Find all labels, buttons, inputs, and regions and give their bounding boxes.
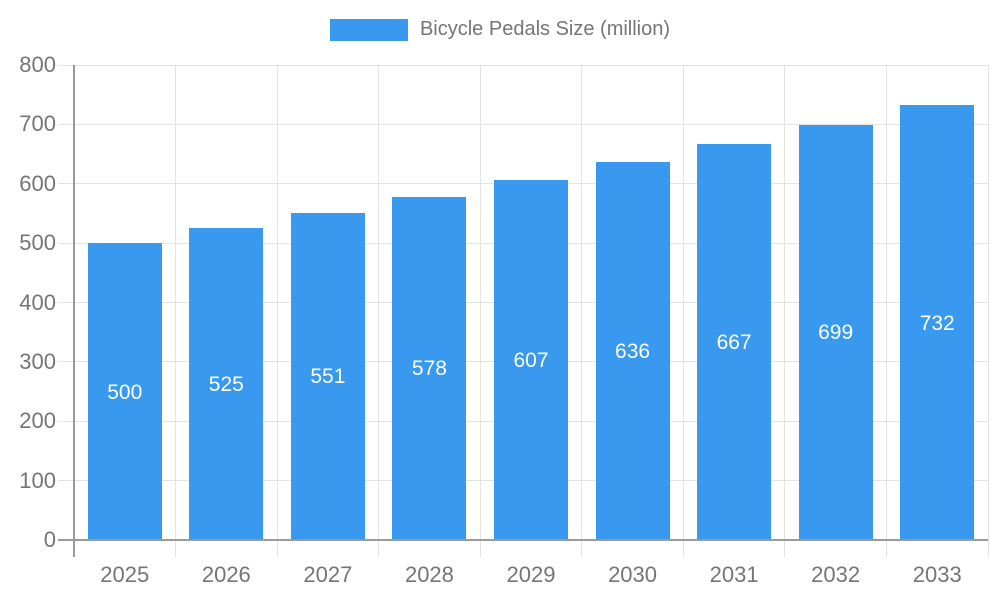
x-tick-label: 2025 (100, 562, 150, 587)
legend-swatch (329, 18, 408, 41)
x-tick-label: 2033 (912, 562, 962, 587)
y-tick-label: 700 (19, 111, 56, 137)
x-gridline (378, 65, 380, 540)
y-tick-mark (58, 420, 74, 422)
x-tick-label: 2032 (811, 562, 861, 587)
bar-value-label: 500 (107, 380, 143, 404)
x-tick-mark (682, 540, 684, 557)
x-gridline (784, 65, 786, 540)
bar-2033[interactable] (900, 105, 975, 540)
bar-2027[interactable] (290, 212, 365, 540)
y-axis-line (73, 65, 75, 557)
bar-value-label: 699 (818, 321, 854, 345)
bar-2029[interactable] (494, 179, 568, 540)
x-gridline (885, 65, 887, 540)
y-tick-mark (58, 361, 74, 363)
x-tick-mark (175, 540, 177, 557)
y-tick-mark (58, 480, 74, 482)
y-tick-label: 200 (19, 408, 56, 434)
x-tick-mark (378, 540, 380, 557)
legend-label: Bicycle Pedals Size (million) (419, 18, 671, 40)
y-tick-label: 500 (19, 230, 56, 256)
x-gridline (581, 65, 583, 540)
x-tick-mark (987, 540, 989, 557)
x-tick-label: 2028 (404, 562, 454, 587)
y-tick-mark (58, 183, 74, 185)
y-tick-label: 800 (19, 52, 56, 77)
y-tick-label: 100 (19, 467, 56, 493)
x-tick-mark (581, 540, 583, 557)
bar-2030[interactable] (595, 162, 670, 540)
x-tick-mark (479, 540, 481, 557)
x-gridline (175, 65, 177, 540)
x-tick-mark (784, 540, 786, 557)
y-tick-mark (58, 64, 74, 66)
y-gridline (74, 64, 988, 66)
y-tick-label: 400 (19, 289, 56, 315)
bar-value-label: 525 (208, 373, 244, 397)
bar-value-label: 636 (615, 340, 651, 364)
y-tick-mark (58, 302, 74, 303)
y-tick-mark (58, 123, 74, 125)
y-gridline (74, 123, 988, 125)
y-tick-label: 600 (19, 170, 56, 196)
bar-2025[interactable] (87, 243, 162, 540)
x-tick-label: 2031 (709, 562, 759, 587)
x-tick-label: 2030 (608, 562, 658, 587)
x-gridline (682, 65, 684, 540)
x-tick-mark (276, 540, 278, 557)
bar-value-label: 607 (513, 348, 549, 372)
chart-legend[interactable]: Bicycle Pedals Size (million) (0, 18, 1000, 41)
x-gridline (987, 65, 989, 540)
bar-2026[interactable] (189, 228, 264, 540)
bar-2028[interactable] (392, 196, 467, 540)
x-tick-label: 2029 (506, 562, 556, 587)
bar-value-label: 667 (716, 330, 752, 354)
y-tick-mark (58, 242, 74, 244)
bar-value-label: 732 (919, 311, 955, 335)
x-axis-line (58, 539, 988, 541)
x-tick-mark (885, 540, 887, 557)
x-tick-label: 2027 (303, 562, 353, 587)
bar-2031[interactable] (697, 143, 772, 540)
bar-value-label: 551 (310, 365, 346, 389)
x-gridline (276, 65, 278, 540)
bar-2032[interactable] (798, 124, 873, 540)
y-tick-label: 0 (43, 527, 56, 552)
bar-value-label: 578 (411, 357, 447, 381)
x-gridline (479, 65, 481, 540)
x-tick-label: 2026 (201, 562, 251, 587)
y-tick-label: 300 (19, 348, 56, 374)
